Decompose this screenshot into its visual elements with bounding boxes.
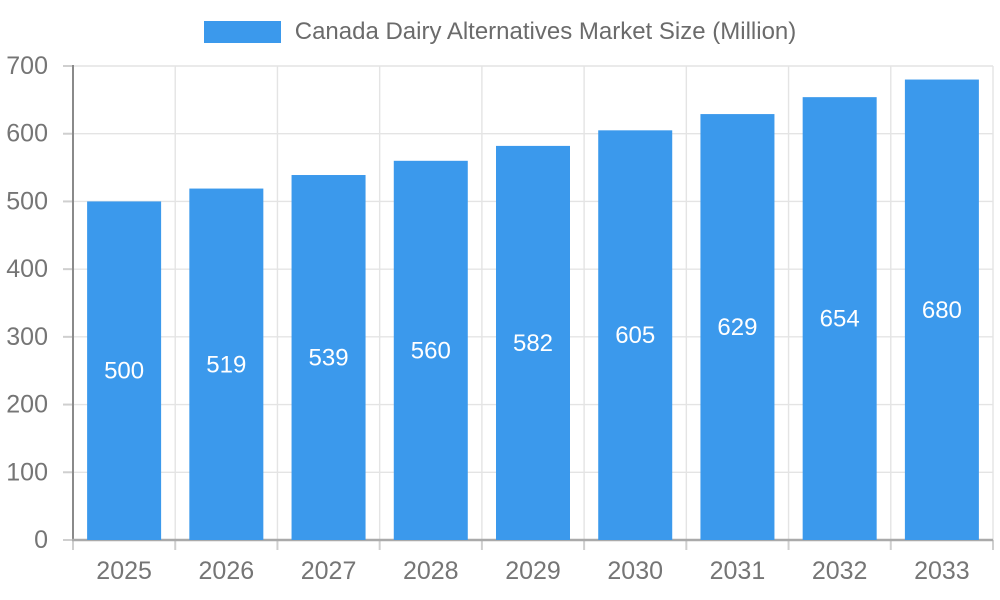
- x-axis-label: 2026: [199, 557, 255, 585]
- bar-value-label: 605: [615, 322, 655, 349]
- y-axis-label: 600: [6, 120, 48, 148]
- chart-legend[interactable]: Canada Dairy Alternatives Market Size (M…: [0, 18, 1000, 46]
- bar-2031[interactable]: [700, 114, 775, 540]
- bar-2028[interactable]: [393, 160, 468, 541]
- x-axis-label: 2033: [914, 557, 970, 585]
- legend-label: Canada Dairy Alternatives Market Size (M…: [294, 18, 797, 45]
- y-axis-label: 100: [6, 458, 48, 486]
- bar-2030[interactable]: [598, 130, 673, 541]
- bar-2027[interactable]: [291, 175, 366, 540]
- bar-2032[interactable]: [802, 97, 877, 541]
- x-axis-label: 2025: [96, 557, 152, 585]
- x-axis-label: 2029: [505, 557, 561, 585]
- bar-2029[interactable]: [496, 145, 570, 540]
- x-axis-label: 2030: [607, 557, 663, 585]
- x-axis-label: 2027: [301, 557, 357, 585]
- bar-value-label: 654: [820, 306, 860, 333]
- x-axis-label: 2031: [710, 557, 766, 585]
- bar-value-label: 680: [922, 297, 962, 324]
- legend-swatch: [203, 21, 281, 43]
- bar-value-label: 519: [206, 351, 246, 378]
- y-axis-label: 200: [6, 391, 48, 419]
- bar-value-label: 560: [411, 337, 451, 364]
- bar-value-label: 539: [309, 345, 349, 372]
- y-axis-label: 300: [6, 323, 48, 351]
- y-axis-label: 400: [6, 255, 48, 283]
- bar-value-label: 582: [513, 330, 553, 357]
- y-axis-label: 700: [6, 52, 48, 80]
- bar-2033[interactable]: [904, 79, 979, 541]
- bar-value-label: 500: [104, 358, 144, 385]
- bar-2026[interactable]: [189, 188, 264, 540]
- x-axis-label: 2028: [403, 557, 459, 585]
- bar-2025[interactable]: [87, 201, 162, 540]
- bar-value-label: 629: [717, 314, 757, 341]
- x-axis-label: 2032: [812, 557, 868, 585]
- y-axis-label: 500: [6, 187, 48, 215]
- y-axis-label: 0: [34, 526, 48, 554]
